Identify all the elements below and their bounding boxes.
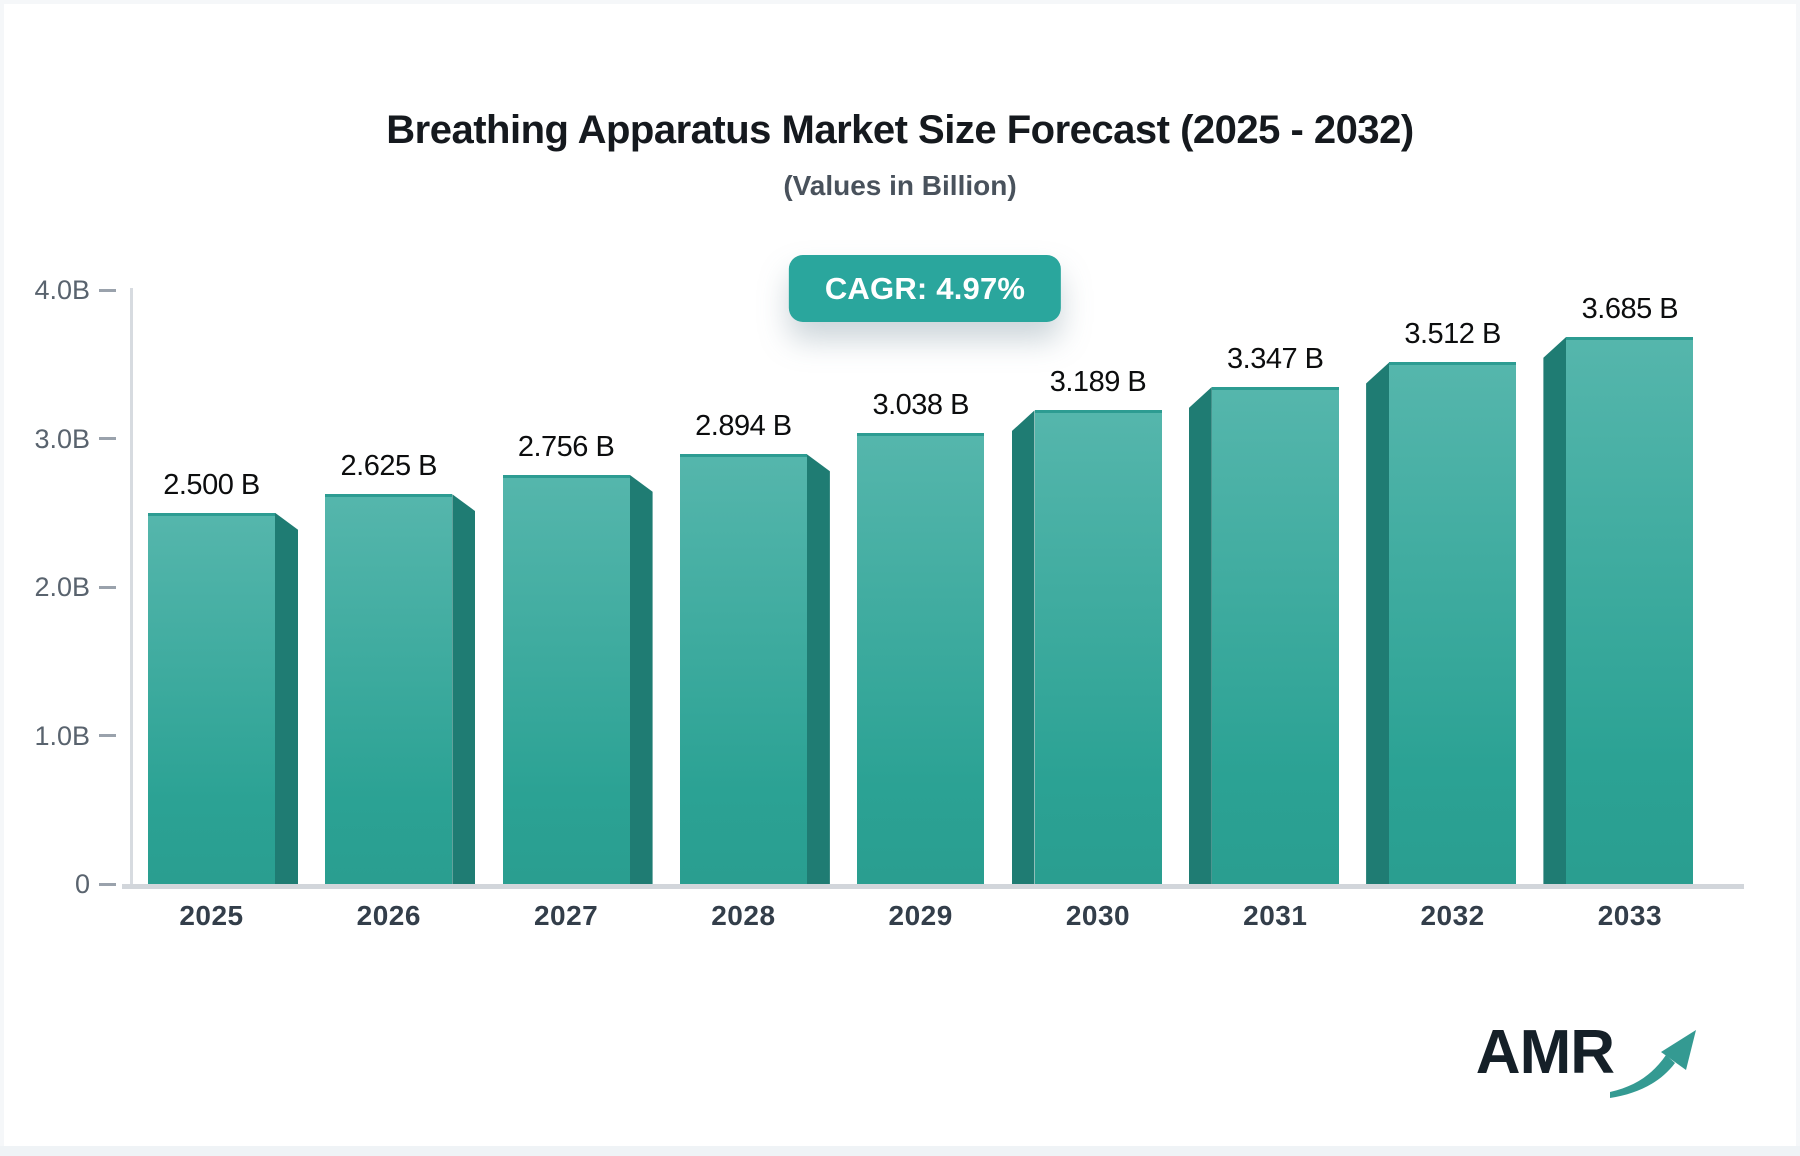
- x-tick-label: 2028: [711, 900, 776, 931]
- bar-face: [148, 512, 275, 884]
- x-tick-label: 2032: [1420, 900, 1485, 931]
- y-tick-label: 4.0B: [34, 275, 90, 305]
- bar-value-label: 3.685 B: [1581, 292, 1679, 325]
- bar-side-bevel: [1366, 362, 1390, 884]
- y-tick-mark: [99, 734, 116, 737]
- bar-side-bevel: [1188, 386, 1212, 884]
- x-tick-label: 2030: [1065, 900, 1131, 931]
- chart-title: Breathing Apparatus Market Size Forecast…: [386, 108, 1414, 152]
- bar: [148, 512, 298, 884]
- bar-value-label: 2.756 B: [517, 430, 615, 463]
- amr-logo: AMR: [1476, 1022, 1700, 1108]
- bar-value-label: 3.347 B: [1227, 342, 1324, 375]
- y-tick-label: 0: [74, 869, 90, 899]
- bottom-border-strip: [0, 1146, 1800, 1156]
- x-axis-line: [122, 884, 1744, 889]
- y-tick-mark: [99, 882, 116, 886]
- x-tick-label: 2029: [888, 900, 953, 931]
- bar: [325, 494, 476, 884]
- bar: [502, 474, 653, 884]
- bar: [1543, 336, 1694, 884]
- bar-face: [1566, 336, 1694, 884]
- bar: [1011, 410, 1162, 884]
- x-tick-label: 2033: [1597, 900, 1663, 931]
- bar-face: [1211, 386, 1339, 884]
- y-tick-mark: [99, 585, 116, 589]
- bar-face: [502, 474, 630, 884]
- y-axis-line: [130, 288, 133, 887]
- bar-side-bevel: [1011, 410, 1035, 884]
- y-tick-label: 2.0B: [34, 572, 90, 602]
- bar-side-bevel: [806, 454, 830, 884]
- bar-side-bevel: [1543, 336, 1567, 884]
- y-tick-label: 3.0B: [34, 423, 90, 454]
- bar: [857, 432, 985, 884]
- bar: [1366, 362, 1517, 884]
- bar-side-bevel: [452, 494, 476, 884]
- bar-value-label: 2.500 B: [163, 468, 260, 501]
- bar-value-label: 3.038 B: [872, 388, 969, 421]
- bar-side-bevel: [275, 512, 298, 884]
- y-tick-mark: [99, 437, 116, 440]
- x-tick-label: 2027: [533, 900, 599, 931]
- cagr-badge: CAGR: 4.97%: [788, 255, 1062, 322]
- amr-logo-text: AMR: [1475, 1018, 1615, 1087]
- y-tick-mark: [99, 288, 116, 292]
- bar-face: [857, 432, 985, 884]
- x-tick-label: 2031: [1243, 900, 1308, 931]
- bar-face: [1034, 410, 1162, 884]
- bar-value-label: 2.894 B: [695, 410, 792, 443]
- bar-face: [1389, 362, 1517, 884]
- y-tick-label: 1.0B: [34, 720, 90, 751]
- bar-face: [325, 494, 453, 884]
- growth-arrow-icon: [1610, 1030, 1696, 1098]
- bar: [1188, 386, 1339, 884]
- bar: [679, 454, 830, 884]
- bar-value-label: 2.625 B: [340, 450, 438, 483]
- chart-subtitle: (Values in Billion): [783, 170, 1017, 201]
- bar-value-label: 3.512 B: [1404, 318, 1501, 351]
- bar-face: [679, 454, 807, 884]
- bar-value-label: 3.189 B: [1049, 366, 1147, 399]
- x-tick-label: 2026: [356, 900, 421, 931]
- bar-side-bevel: [629, 474, 653, 884]
- x-tick-label: 2025: [179, 900, 244, 931]
